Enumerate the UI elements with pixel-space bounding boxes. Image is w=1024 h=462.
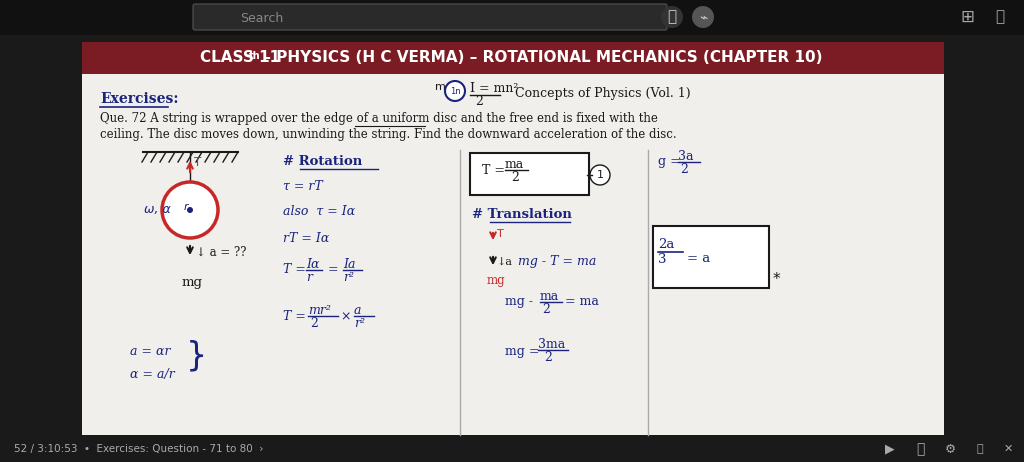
Text: 3ma: 3ma: [538, 338, 565, 351]
Text: ⬜: ⬜: [977, 444, 983, 454]
Text: T: T: [497, 229, 504, 239]
Text: Iα: Iα: [306, 258, 319, 271]
Text: 3: 3: [658, 253, 667, 266]
Text: T =: T =: [283, 263, 310, 276]
Text: Que. 72 A string is wrapped over the edge of a uniform disc and the free end is : Que. 72 A string is wrapped over the edg…: [100, 112, 657, 125]
Text: ⊞: ⊞: [961, 8, 974, 26]
Text: T: T: [194, 156, 202, 169]
Text: rT = Iα: rT = Iα: [283, 232, 330, 245]
FancyBboxPatch shape: [82, 74, 944, 442]
Text: }: }: [186, 340, 207, 372]
Text: α = a/r: α = a/r: [130, 368, 175, 381]
Text: Concepts of Physics (Vol. 1): Concepts of Physics (Vol. 1): [515, 87, 690, 100]
Text: # Translation: # Translation: [472, 208, 571, 221]
FancyBboxPatch shape: [470, 153, 589, 195]
Text: a: a: [354, 304, 361, 317]
Text: Exercises:: Exercises:: [100, 92, 178, 106]
Text: # Rotation: # Rotation: [283, 155, 362, 168]
Text: = ma: = ma: [565, 295, 599, 308]
Text: ⌁: ⌁: [698, 10, 708, 24]
Text: ⌕: ⌕: [668, 10, 677, 24]
Text: mg -: mg -: [505, 295, 537, 308]
Text: 2: 2: [680, 163, 688, 176]
Text: Search: Search: [240, 12, 284, 24]
Text: 2: 2: [310, 317, 317, 330]
Text: ⏰: ⏰: [995, 10, 1005, 24]
Text: 2: 2: [475, 95, 483, 108]
Text: I = mn²: I = mn²: [470, 82, 518, 95]
Text: ma: ma: [540, 290, 559, 303]
Circle shape: [590, 165, 610, 185]
Text: r: r: [184, 202, 188, 212]
Text: r: r: [306, 271, 312, 284]
Text: 52 / 3:10:53  •  Exercises: Question - 71 to 80  ›: 52 / 3:10:53 • Exercises: Question - 71 …: [14, 444, 263, 454]
Text: ↓ a = ??: ↓ a = ??: [196, 245, 247, 259]
Text: mg: mg: [182, 276, 203, 289]
Text: T =: T =: [482, 164, 509, 177]
Text: τ = rT: τ = rT: [283, 180, 323, 193]
Text: 2: 2: [511, 171, 519, 184]
Circle shape: [162, 182, 218, 238]
Text: = a: = a: [687, 251, 711, 265]
Text: mg - T = ma: mg - T = ma: [518, 255, 596, 268]
Text: 3a: 3a: [678, 150, 693, 163]
FancyBboxPatch shape: [82, 42, 944, 74]
Text: T =: T =: [283, 310, 310, 323]
Text: ×: ×: [340, 310, 350, 323]
Text: mg =: mg =: [505, 345, 544, 358]
Text: *: *: [773, 272, 780, 287]
Text: m: m: [435, 82, 445, 92]
Text: g =: g =: [658, 155, 685, 168]
Text: r²: r²: [343, 271, 354, 284]
FancyBboxPatch shape: [0, 435, 1024, 462]
Text: 2a: 2a: [658, 238, 675, 251]
Text: mg: mg: [487, 274, 506, 287]
Text: ⚙: ⚙: [944, 443, 955, 456]
Text: – PHYSICS (H C VERMA) – ROTATIONAL MECHANICS (CHAPTER 10): – PHYSICS (H C VERMA) – ROTATIONAL MECHA…: [258, 50, 822, 66]
Text: th: th: [249, 51, 261, 61]
Text: ▶: ▶: [885, 443, 895, 456]
Text: 2: 2: [542, 303, 550, 316]
Text: =: =: [328, 263, 339, 276]
Text: 1n: 1n: [450, 86, 461, 96]
Circle shape: [187, 207, 193, 213]
FancyBboxPatch shape: [0, 0, 1024, 35]
Text: ω, α: ω, α: [144, 203, 171, 217]
Text: also  τ = Iα: also τ = Iα: [283, 205, 355, 218]
Text: ⎉: ⎉: [915, 442, 925, 456]
FancyBboxPatch shape: [193, 4, 667, 30]
Text: 1: 1: [597, 170, 603, 180]
Circle shape: [662, 6, 683, 28]
Text: ceiling. The disc moves down, unwinding the string. Find the downward accelerati: ceiling. The disc moves down, unwinding …: [100, 128, 677, 141]
FancyBboxPatch shape: [653, 226, 769, 288]
Text: mr²: mr²: [308, 304, 331, 317]
Text: 2: 2: [544, 351, 552, 364]
Circle shape: [692, 6, 714, 28]
Text: ↓a: ↓a: [497, 258, 513, 268]
Text: Ia: Ia: [343, 258, 355, 271]
Text: ✕: ✕: [1004, 444, 1013, 454]
Text: r²: r²: [354, 317, 365, 330]
Text: ma: ma: [505, 158, 524, 171]
Text: a = αr: a = αr: [130, 345, 171, 358]
Text: CLASS 11: CLASS 11: [200, 50, 281, 66]
Circle shape: [445, 81, 465, 101]
